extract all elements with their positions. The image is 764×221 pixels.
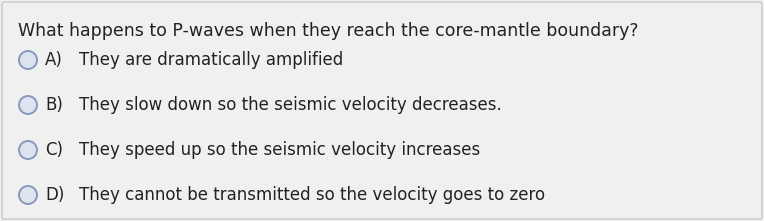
Text: They slow down so the seismic velocity decreases.: They slow down so the seismic velocity d… [79,96,502,114]
Text: What happens to P-waves when they reach the core-mantle boundary?: What happens to P-waves when they reach … [18,22,639,40]
Ellipse shape [19,141,37,159]
FancyBboxPatch shape [2,2,762,219]
Ellipse shape [19,96,37,114]
Text: C): C) [45,141,63,159]
Ellipse shape [19,51,37,69]
Text: D): D) [45,186,64,204]
Text: A): A) [45,51,63,69]
Text: They are dramatically amplified: They are dramatically amplified [79,51,343,69]
Text: B): B) [45,96,63,114]
Text: They cannot be transmitted so the velocity goes to zero: They cannot be transmitted so the veloci… [79,186,545,204]
Text: They speed up so the seismic velocity increases: They speed up so the seismic velocity in… [79,141,481,159]
Ellipse shape [19,186,37,204]
